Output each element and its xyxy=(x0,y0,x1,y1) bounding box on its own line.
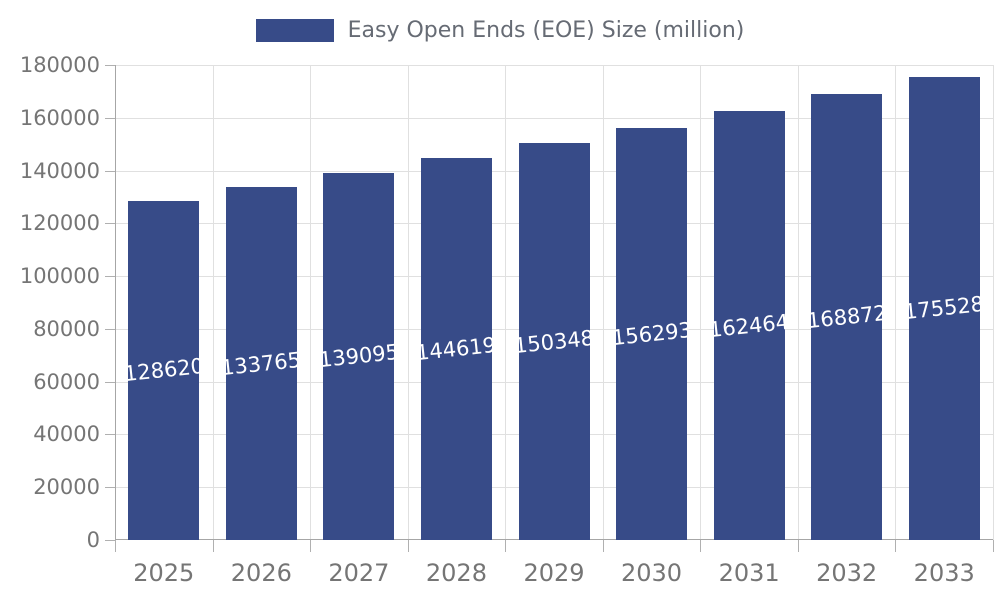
bar-value-label: 162464 xyxy=(707,309,791,342)
bar-value-label: 150348 xyxy=(512,325,596,358)
x-axis-label: 2027 xyxy=(328,559,390,587)
x-splitline xyxy=(407,65,409,540)
x-axis-label: 2025 xyxy=(133,559,195,587)
y-axis-tick xyxy=(105,65,115,66)
bar-value-label: 139095 xyxy=(317,340,400,373)
bar-value-label: 128620 xyxy=(122,354,205,387)
x-axis-tick xyxy=(212,540,214,552)
x-splitline xyxy=(895,65,897,540)
bar-2033[interactable]: 175528 xyxy=(903,76,985,540)
bar-2027[interactable]: 139095 xyxy=(318,172,400,540)
y-axis-label: 20000 xyxy=(33,475,100,500)
x-axis-tick xyxy=(797,540,799,552)
y-gridline xyxy=(115,117,993,119)
x-splitline xyxy=(993,65,994,540)
x-splitline xyxy=(212,65,214,540)
bar-value-label: 156293 xyxy=(610,317,693,350)
x-axis-label: 2032 xyxy=(816,559,878,587)
y-axis-label: 0 xyxy=(86,528,100,552)
legend[interactable]: Easy Open Ends (EOE) Size (million) xyxy=(0,18,1000,43)
y-axis-line xyxy=(115,65,116,540)
y-axis-label: 40000 xyxy=(33,422,100,447)
y-axis-tick xyxy=(105,170,115,172)
plot-area: 0 20000 40000 60000 80000 100000 120000 140000 1… xyxy=(20,53,994,586)
y-axis-tick xyxy=(105,381,115,383)
y-axis-tick xyxy=(105,223,115,225)
bar-2032[interactable]: 168872 xyxy=(806,94,888,540)
x-splitline xyxy=(797,65,799,540)
x-axis-tick xyxy=(115,540,116,552)
x-axis-tick xyxy=(895,540,897,552)
bar-2030[interactable]: 156293 xyxy=(610,127,693,540)
y-axis-tick xyxy=(105,276,115,278)
x-splitline xyxy=(700,65,702,540)
x-splitline xyxy=(310,65,312,540)
y-axis-label: 160000 xyxy=(19,105,100,130)
y-axis-label: 60000 xyxy=(33,369,100,394)
x-axis-tick xyxy=(700,540,702,552)
y-axis-label: 80000 xyxy=(33,316,100,341)
x-axis-label: 2033 xyxy=(913,559,975,587)
x-axis-tick xyxy=(602,540,604,552)
bar-value-label: 175528 xyxy=(903,292,986,325)
bar-value-label: 133765 xyxy=(220,347,303,380)
bar-2028[interactable]: 144619 xyxy=(415,158,498,540)
bar-2029[interactable]: 150348 xyxy=(513,143,595,540)
x-axis-label: 2030 xyxy=(621,559,683,587)
x-axis-label: 2026 xyxy=(230,559,292,587)
x-axis-tick xyxy=(407,540,409,552)
bar-2025[interactable]: 128620 xyxy=(123,200,205,540)
x-splitline xyxy=(602,65,604,540)
x-axis-tick xyxy=(993,540,994,552)
y-axis-tick xyxy=(105,487,115,489)
y-axis-label: 180000 xyxy=(19,53,100,77)
bar-2031[interactable]: 162464 xyxy=(708,111,790,540)
x-axis-tick xyxy=(310,540,312,552)
x-axis-label: 2031 xyxy=(718,559,780,587)
x-axis-label: 2029 xyxy=(523,559,585,587)
y-axis-tick xyxy=(105,328,115,330)
x-splitline xyxy=(505,65,507,540)
legend-swatch xyxy=(255,19,334,42)
y-axis-tick xyxy=(105,117,115,119)
legend-label: Easy Open Ends (EOE) Size (million) xyxy=(347,18,745,43)
bar-value-label: 144619 xyxy=(415,333,498,366)
y-axis-label: 140000 xyxy=(19,158,100,183)
y-axis-label: 100000 xyxy=(19,264,100,289)
y-axis-tick xyxy=(105,540,115,541)
x-axis-label: 2028 xyxy=(425,559,487,587)
x-axis-tick xyxy=(505,540,507,552)
y-gridline xyxy=(115,65,993,66)
bar-2026[interactable]: 133765 xyxy=(220,187,302,540)
y-axis-label: 120000 xyxy=(19,211,100,236)
y-axis-tick xyxy=(105,434,115,436)
bar-value-label: 168872 xyxy=(805,301,888,334)
